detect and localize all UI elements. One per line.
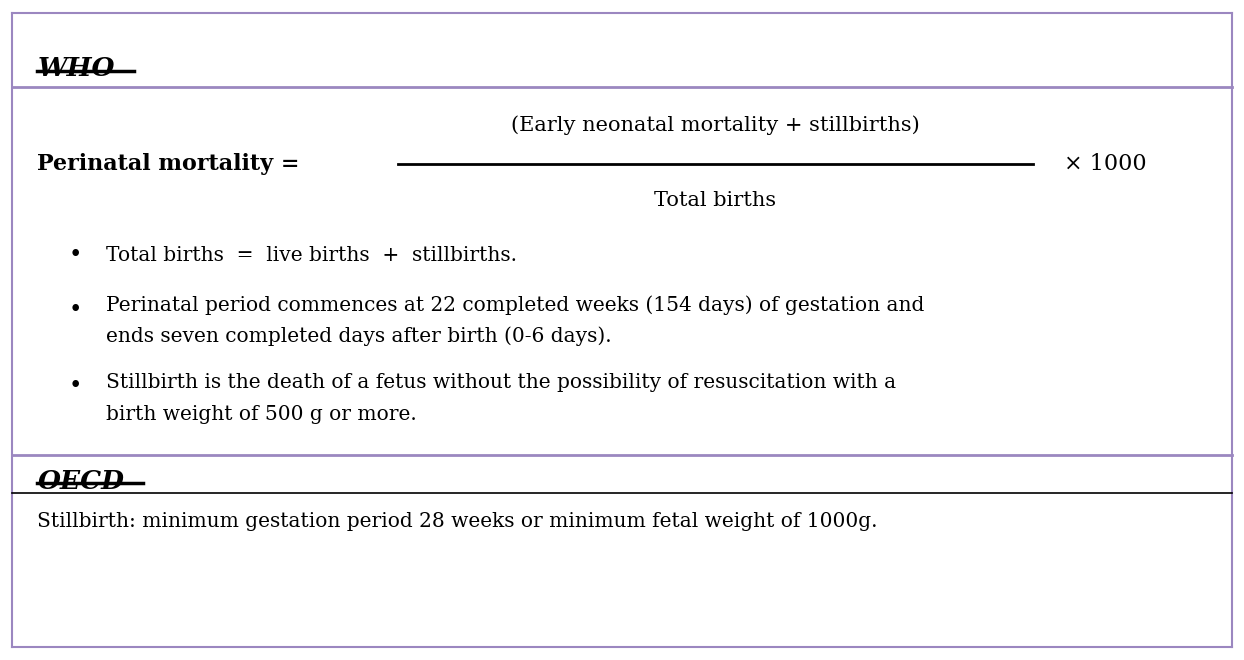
Text: Stillbirth: minimum gestation period 28 weeks or minimum fetal weight of 1000g.: Stillbirth: minimum gestation period 28 … <box>37 512 878 531</box>
Text: Total births: Total births <box>654 191 776 211</box>
Text: Stillbirth is the death of a fetus without the possibility of resuscitation with: Stillbirth is the death of a fetus witho… <box>106 374 896 392</box>
Text: •: • <box>68 244 82 267</box>
Text: Perinatal period commences at 22 completed weeks (154 days) of gestation and: Perinatal period commences at 22 complet… <box>106 295 924 315</box>
Text: OECD: OECD <box>37 469 124 494</box>
Text: × 1000: × 1000 <box>1064 152 1146 175</box>
Text: (Early neonatal mortality + stillbirths): (Early neonatal mortality + stillbirths) <box>511 115 919 135</box>
Text: WHO: WHO <box>37 56 114 81</box>
Text: Perinatal mortality =: Perinatal mortality = <box>37 152 300 175</box>
Text: •: • <box>68 375 82 397</box>
Text: Total births  =  live births  +  stillbirths.: Total births = live births + stillbirths… <box>106 246 516 265</box>
Text: •: • <box>68 299 82 321</box>
Text: birth weight of 500 g or more.: birth weight of 500 g or more. <box>106 405 417 424</box>
Text: ends seven completed days after birth (0-6 days).: ends seven completed days after birth (0… <box>106 327 611 346</box>
